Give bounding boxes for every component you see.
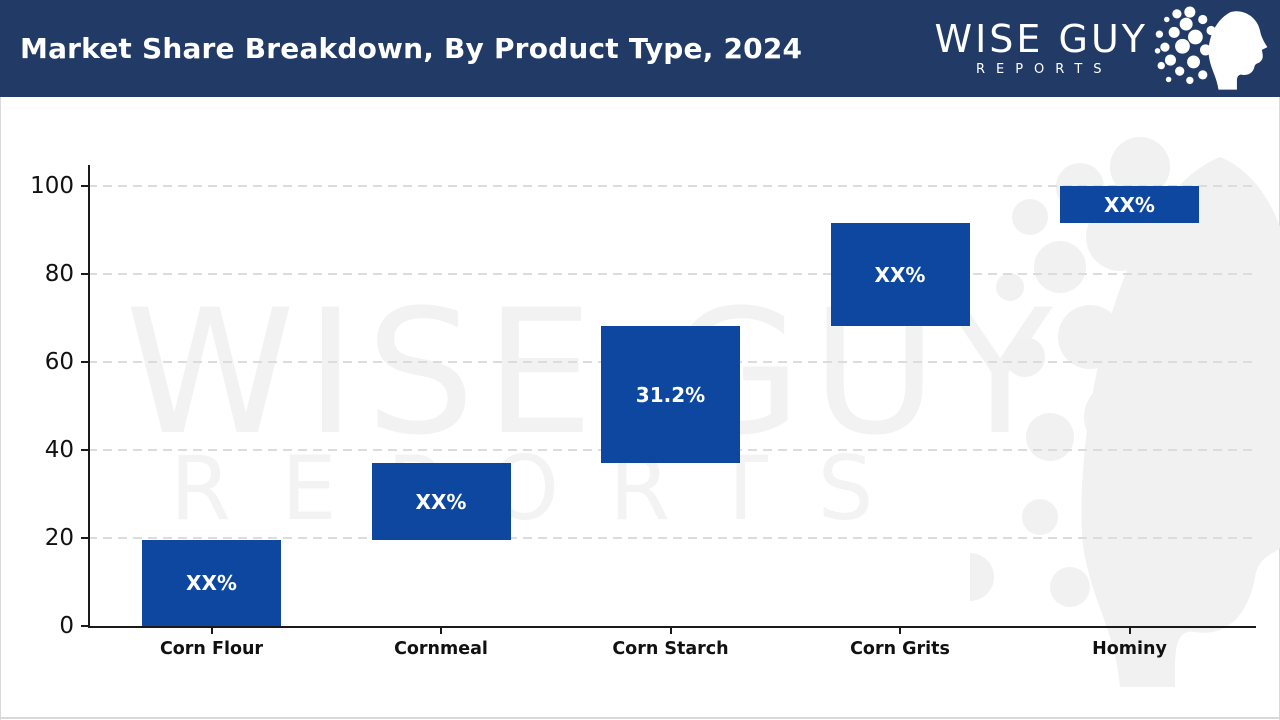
frame-bottom [0, 717, 1280, 719]
gridline-20 [88, 537, 1256, 539]
x-tick-1 [440, 628, 442, 634]
x-category-label: Corn Flour [159, 639, 264, 659]
header-bar: Market Share Breakdown, By Product Type,… [0, 0, 1280, 97]
y-tick-label-20: 20 [44, 525, 74, 551]
y-axis-line [88, 165, 90, 628]
y-tick-label-40: 40 [44, 437, 74, 463]
bar-value-label: 31.2% [635, 382, 706, 407]
y-tick-60 [81, 361, 88, 363]
bar-hominy: XX% [1060, 186, 1199, 224]
x-axis-line [88, 626, 1256, 628]
bar-value-label: XX% [415, 489, 467, 514]
frame-left [0, 97, 1, 720]
y-tick-100 [81, 185, 88, 187]
bar-corn-flour: XX% [142, 540, 281, 626]
y-tick-label-0: 0 [59, 613, 74, 639]
bar-corn-grits: XX% [830, 223, 970, 326]
x-tick-3 [899, 628, 901, 634]
brand-name: WISE GUY [934, 17, 1148, 61]
bar-value-label: XX% [874, 262, 926, 287]
brand-logo: WISE GUY REPORTS [935, 0, 1272, 97]
x-tick-0 [210, 628, 213, 634]
y-tick-80 [81, 273, 88, 275]
gridline-100 [88, 185, 1256, 187]
x-category-label: Corn Starch [612, 639, 729, 659]
y-tick-0 [81, 625, 88, 627]
x-category-label: Corn Grits [850, 639, 950, 659]
bar-value-label: XX% [186, 571, 237, 596]
y-tick-label-80: 80 [44, 261, 74, 287]
y-tick-label-60: 60 [44, 349, 74, 375]
bar-cornmeal: XX% [371, 463, 511, 541]
bar-value-label: XX% [1104, 192, 1155, 217]
y-tick-label-100: 100 [30, 173, 74, 199]
bar-corn-starch: 31.2% [601, 325, 740, 464]
gridline-80 [88, 273, 1256, 275]
y-tick-20 [81, 537, 88, 539]
brand-head-icon [1154, 6, 1268, 90]
chart-title: Market Share Breakdown, By Product Type,… [20, 32, 803, 65]
x-tick-2 [669, 628, 672, 634]
brand-subname: REPORTS [975, 62, 1113, 77]
y-tick-40 [81, 449, 88, 451]
brand-logo-text: WISE GUY REPORTS [935, 20, 1148, 77]
x-category-label: Cornmeal [394, 639, 488, 659]
